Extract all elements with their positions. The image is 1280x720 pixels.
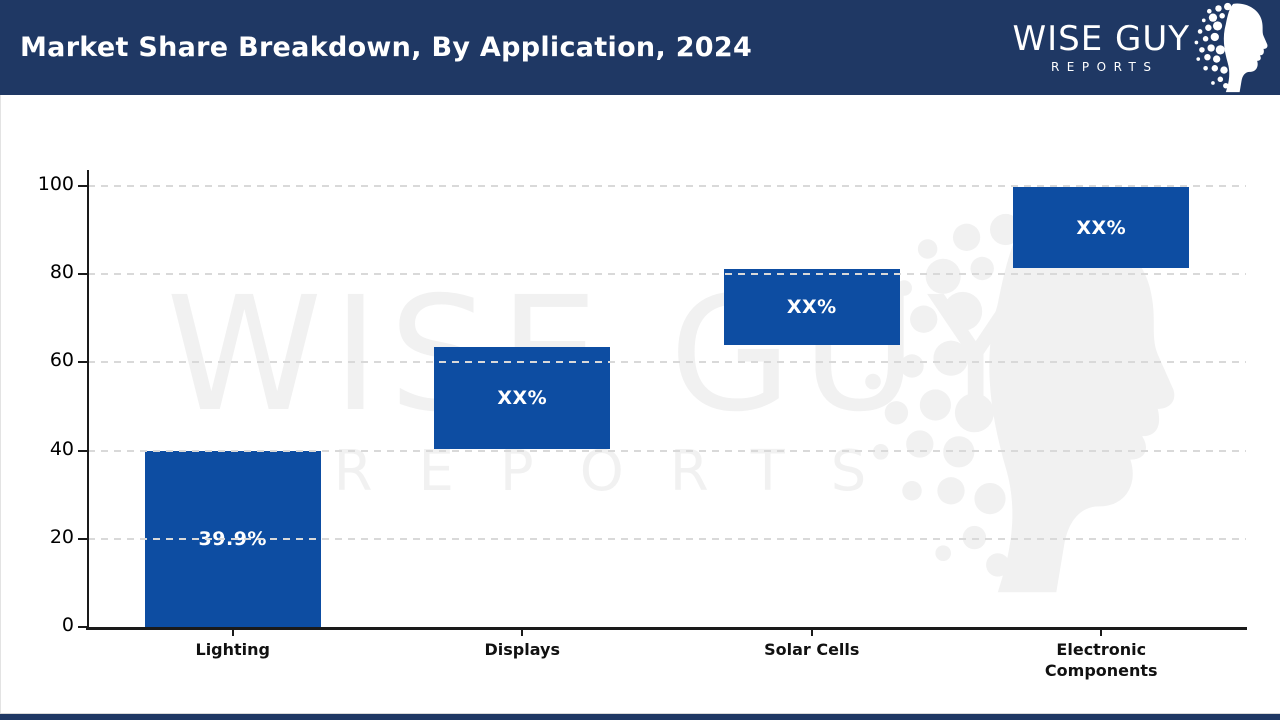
watermark-subtitle: REPORTS — [333, 439, 913, 504]
y-axis-tick — [78, 273, 87, 276]
y-tick-label: 0 — [61, 614, 74, 636]
grid-line — [88, 449, 1246, 452]
grid-line — [88, 537, 1246, 540]
y-tick-label: 40 — [49, 437, 74, 460]
x-tick-label: Solar Cells — [764, 640, 860, 659]
x-axis-tick — [521, 630, 524, 636]
waterfall-bar: XX% — [434, 346, 611, 450]
y-tick-label: 80 — [49, 261, 74, 284]
y-axis-line — [87, 170, 89, 629]
y-tick-label: 100 — [37, 173, 74, 195]
bar-value-label: XX% — [497, 387, 548, 410]
logo-subtitle: REPORTS — [1050, 59, 1159, 74]
wiseguy-logo: WISE GUY REPORTS — [1012, 2, 1270, 94]
y-axis-tick — [78, 626, 87, 628]
bar-value-label: XX% — [786, 295, 837, 318]
page-title: Market Share Breakdown, By Application, … — [20, 32, 753, 63]
x-tick-label: Lighting — [195, 640, 271, 659]
bar-value-label: XX% — [1076, 216, 1127, 239]
y-tick-label: 60 — [49, 349, 74, 372]
x-axis-tick — [810, 630, 813, 636]
footer-divider — [0, 713, 1280, 714]
x-axis-line — [86, 627, 1247, 630]
wiseguy-face-icon — [1178, 2, 1270, 94]
footer-bar — [0, 714, 1280, 720]
waterfall-bar: XX% — [723, 268, 900, 345]
x-axis-tick — [231, 630, 234, 636]
left-frame-line — [0, 95, 1, 720]
grid-line — [88, 185, 1246, 187]
y-axis-tick — [78, 449, 87, 452]
y-axis-tick — [78, 185, 87, 187]
header-bar: Market Share Breakdown, By Application, … — [0, 0, 1280, 95]
waterfall-bar: XX% — [1013, 186, 1190, 269]
grid-line — [88, 361, 1246, 364]
logo-wordmark: WISE GUY — [1012, 18, 1190, 59]
y-axis-tick — [78, 361, 87, 364]
y-tick-label: 20 — [49, 525, 74, 548]
y-axis-tick — [78, 537, 87, 540]
grid-line — [88, 273, 1246, 276]
x-axis-tick — [1100, 630, 1103, 636]
watermark-face-icon — [795, 210, 1185, 600]
x-tick-label: Displays — [484, 640, 560, 659]
wiseguy-logo-text: WISE GUY REPORTS — [1012, 22, 1190, 74]
x-tick-label: Electronic Components — [1044, 640, 1158, 680]
